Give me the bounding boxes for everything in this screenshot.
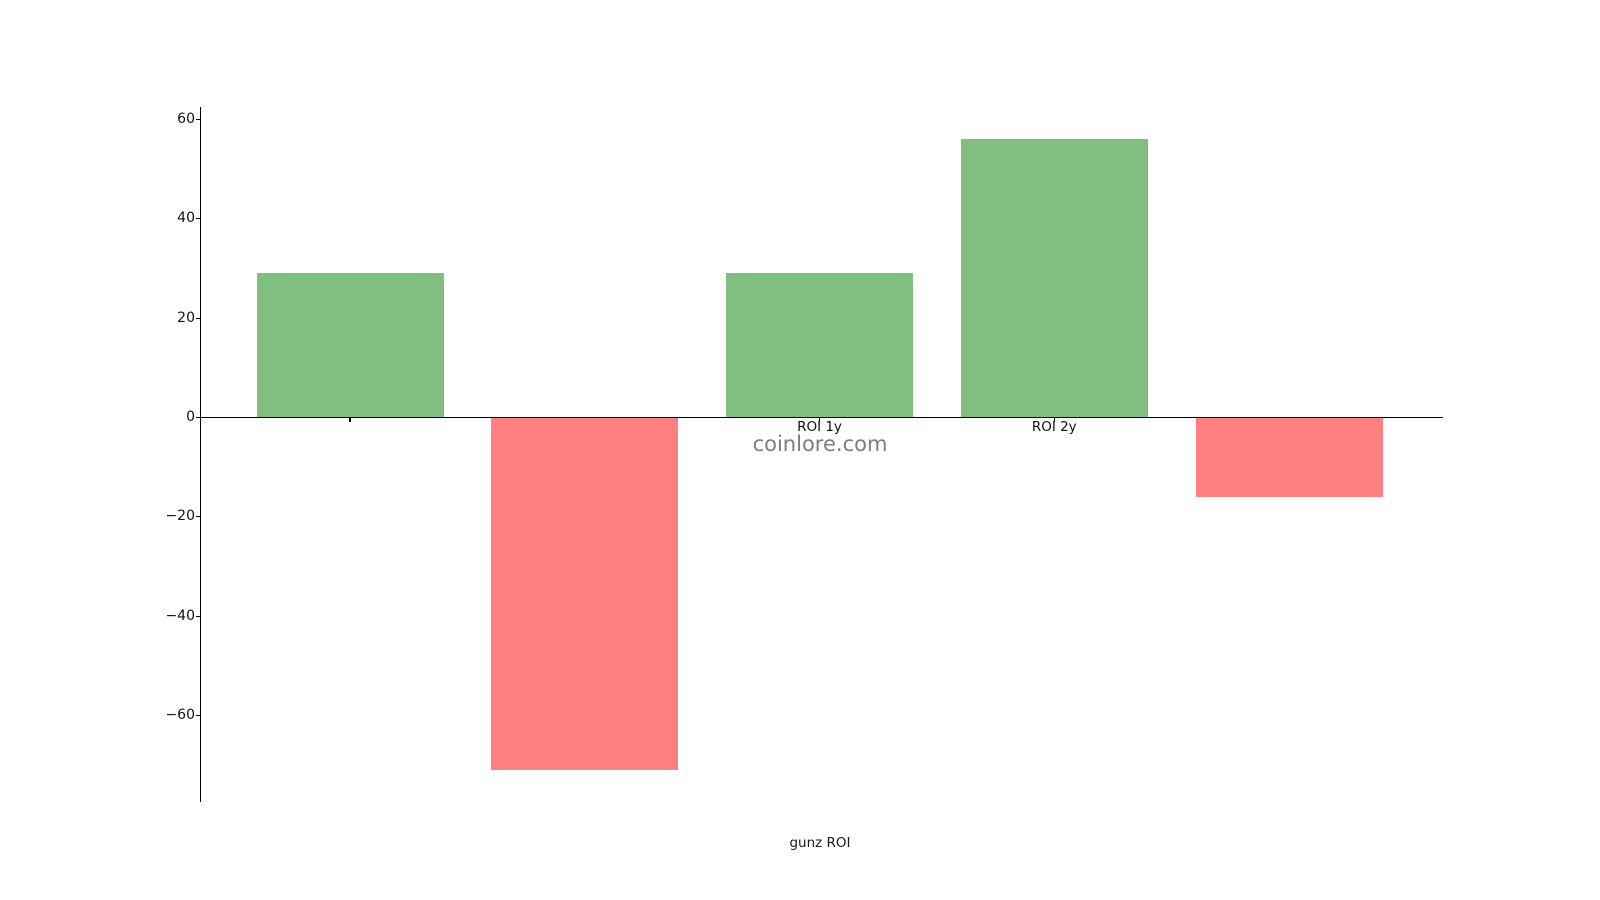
x-tick <box>1053 417 1055 422</box>
bar-roi-2y <box>960 139 1148 418</box>
y-axis-spine <box>199 107 202 802</box>
y-tick-label: −20 <box>165 508 195 525</box>
bar-roi-1 <box>491 417 679 771</box>
x-tick-label: ROI 2y <box>1031 419 1077 435</box>
y-tick-label: −60 <box>165 706 195 723</box>
y-tick-label: 20 <box>177 309 195 326</box>
y-tick <box>195 714 200 717</box>
x-tick <box>818 417 821 422</box>
bar-roi-0 <box>256 273 444 418</box>
y-tick <box>195 317 200 319</box>
y-tick <box>195 516 200 518</box>
bar-roi-4 <box>1195 417 1383 497</box>
y-tick <box>195 118 200 121</box>
bar-roi-1y <box>726 273 913 418</box>
chart-caption: gunz ROI <box>789 835 851 851</box>
y-tick <box>195 615 200 617</box>
y-tick <box>195 416 200 419</box>
x-axis-line <box>201 416 1443 419</box>
x-tick <box>349 417 351 422</box>
y-tick-label: 60 <box>177 111 195 127</box>
y-tick-label: 0 <box>186 409 195 425</box>
y-tick-label: 40 <box>177 210 195 227</box>
coinlore-watermark: coinlore.com <box>752 432 888 456</box>
y-tick-label: −40 <box>165 607 195 624</box>
x-tick-label: ROI 1y <box>797 419 842 435</box>
y-tick <box>195 218 200 220</box>
